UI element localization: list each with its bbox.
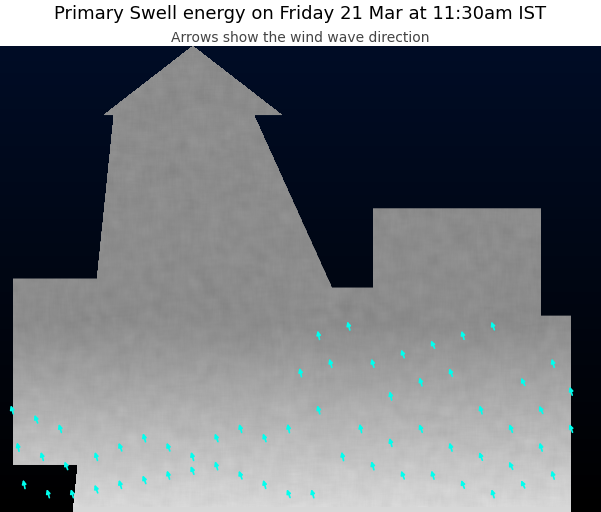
Text: Primary Swell energy on Friday 21 Mar at 11:30am IST: Primary Swell energy on Friday 21 Mar at…	[55, 5, 546, 23]
Text: Arrows show the wind wave direction: Arrows show the wind wave direction	[171, 31, 430, 45]
